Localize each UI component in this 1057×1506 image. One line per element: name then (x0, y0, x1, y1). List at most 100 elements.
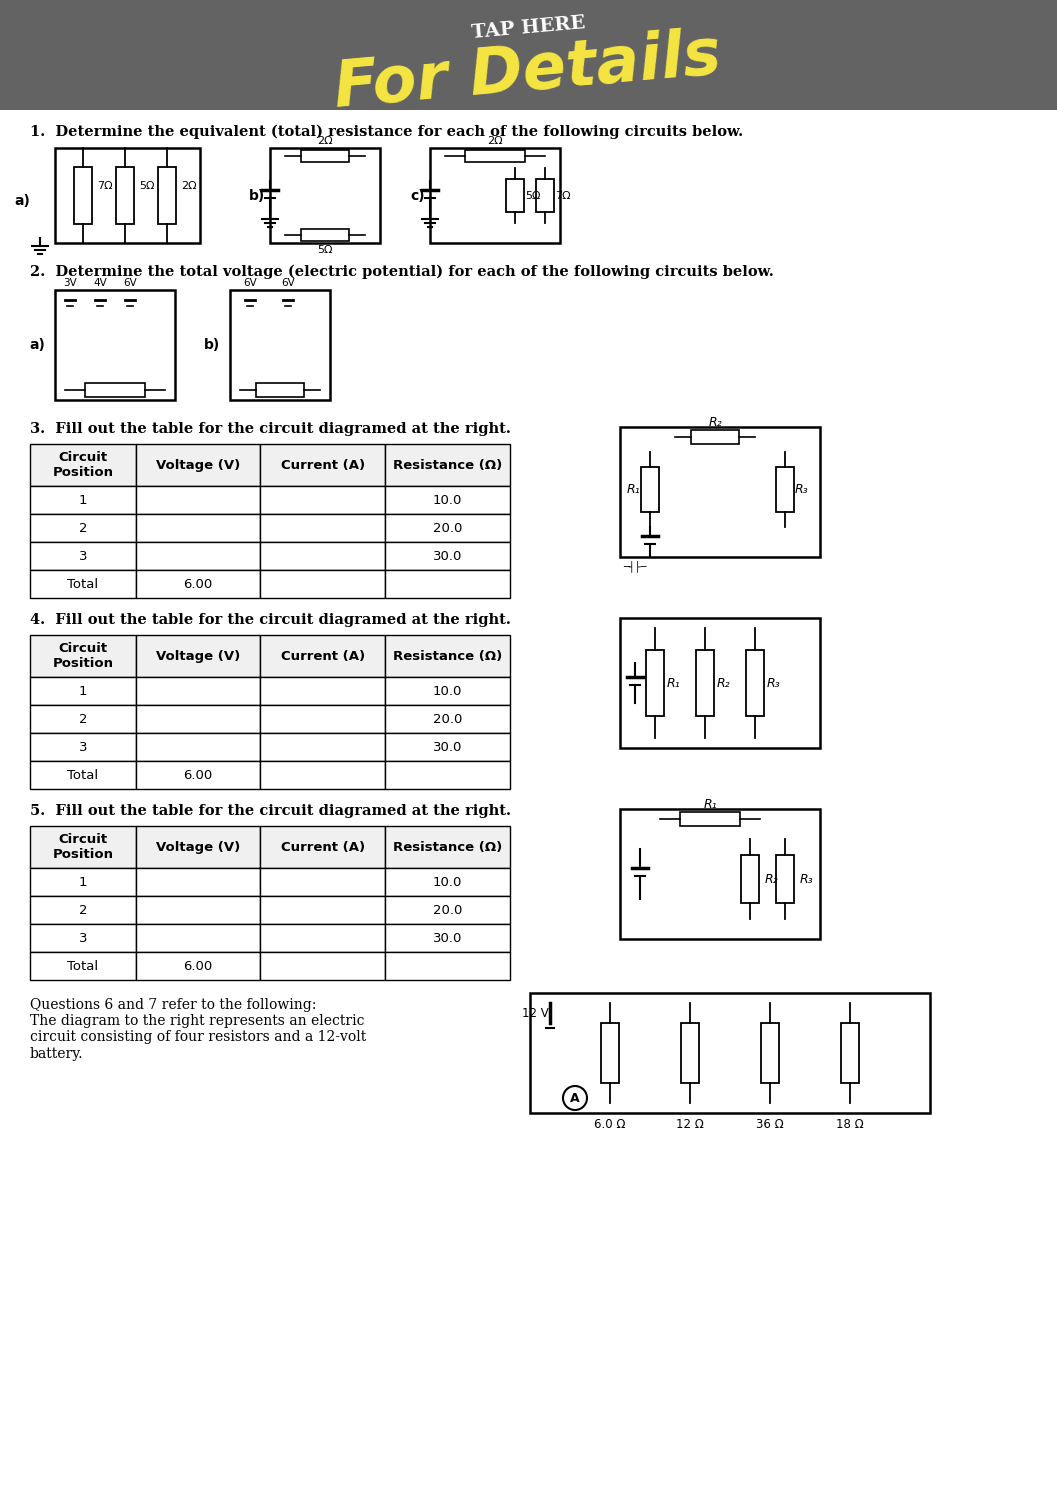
Text: 10.0: 10.0 (433, 875, 462, 889)
Bar (30, 761, 135, 789)
Bar (385, 952, 509, 980)
Bar (74, 167, 92, 224)
Bar (260, 486, 385, 514)
Text: 5Ω: 5Ω (525, 191, 540, 200)
Text: R₃: R₃ (800, 872, 814, 886)
Text: 2Ω: 2Ω (487, 136, 503, 146)
Text: 1.  Determine the equivalent (total) resistance for each of the following circui: 1. Determine the equivalent (total) resi… (30, 125, 743, 140)
Bar (30, 825, 135, 867)
Text: 2.  Determine the total voltage (electric potential) for each of the following c: 2. Determine the total voltage (electric… (30, 265, 774, 280)
Text: 6.00: 6.00 (183, 959, 212, 973)
Text: R₃: R₃ (767, 676, 781, 690)
Text: 4.  Fill out the table for the circuit diagramed at the right.: 4. Fill out the table for the circuit di… (30, 613, 511, 626)
Bar (260, 705, 385, 733)
Bar (385, 761, 509, 789)
Text: b): b) (204, 337, 220, 352)
Text: 3: 3 (78, 741, 87, 753)
Bar (260, 733, 385, 761)
Text: 36 Ω: 36 Ω (756, 1117, 784, 1131)
Bar (385, 896, 509, 925)
Bar (776, 467, 794, 512)
Bar (30, 896, 135, 925)
Bar (841, 1023, 859, 1083)
Bar (301, 151, 349, 163)
Text: 7Ω: 7Ω (555, 191, 571, 200)
Bar (135, 896, 260, 925)
Text: 3: 3 (78, 932, 87, 944)
Bar (696, 651, 713, 715)
Bar (85, 383, 145, 398)
Text: 2: 2 (78, 712, 87, 726)
Bar (260, 569, 385, 598)
Bar (135, 486, 260, 514)
Text: Total: Total (68, 768, 98, 782)
Text: 20.0: 20.0 (433, 904, 462, 917)
Bar (30, 486, 135, 514)
Text: 30.0: 30.0 (433, 932, 462, 944)
Bar (135, 444, 260, 486)
Text: R₃: R₃ (795, 482, 809, 495)
Text: 6V: 6V (281, 279, 295, 288)
Bar (620, 809, 820, 940)
Bar (430, 148, 560, 242)
Text: Current (A): Current (A) (281, 458, 365, 471)
Bar (55, 148, 200, 242)
Text: R₁: R₁ (667, 676, 681, 690)
Text: R₁: R₁ (703, 798, 717, 812)
Bar (536, 179, 554, 212)
Text: 5Ω: 5Ω (140, 181, 154, 190)
Bar (681, 1023, 699, 1083)
Bar (385, 705, 509, 733)
Text: 4V: 4V (93, 279, 107, 288)
Text: Circuit
Position: Circuit Position (52, 833, 113, 861)
Text: 1: 1 (78, 875, 87, 889)
Text: R₂: R₂ (717, 676, 730, 690)
Bar (385, 569, 509, 598)
Text: ─┤├─: ─┤├─ (624, 560, 647, 572)
Bar (135, 678, 260, 705)
Text: 6.0 Ω: 6.0 Ω (594, 1117, 626, 1131)
Bar (30, 925, 135, 952)
Text: 2: 2 (78, 521, 87, 535)
Text: Total: Total (68, 959, 98, 973)
Text: 10.0: 10.0 (433, 494, 462, 506)
Bar (260, 925, 385, 952)
Text: c): c) (410, 188, 425, 202)
Bar (776, 855, 794, 904)
Text: 10.0: 10.0 (433, 685, 462, 697)
Text: R₂: R₂ (765, 872, 779, 886)
Text: 30.0: 30.0 (433, 550, 462, 563)
Bar (135, 761, 260, 789)
Text: Total: Total (68, 577, 98, 590)
Text: 12 V: 12 V (521, 1006, 549, 1020)
Text: 30.0: 30.0 (433, 741, 462, 753)
Text: 3: 3 (78, 550, 87, 563)
Text: 18 Ω: 18 Ω (836, 1117, 864, 1131)
Text: Current (A): Current (A) (281, 840, 365, 854)
Text: 12 Ω: 12 Ω (676, 1117, 704, 1131)
Bar (680, 812, 740, 825)
Text: For Details: For Details (332, 24, 724, 120)
Text: Resistance (Ω): Resistance (Ω) (393, 458, 502, 471)
Bar (385, 733, 509, 761)
Text: 2: 2 (78, 904, 87, 917)
Bar (260, 896, 385, 925)
Bar (260, 952, 385, 980)
Text: Circuit
Position: Circuit Position (52, 642, 113, 670)
Bar (530, 992, 930, 1113)
Bar (691, 431, 739, 444)
Bar (157, 167, 177, 224)
Text: Current (A): Current (A) (281, 649, 365, 663)
Bar (301, 229, 349, 241)
Bar (30, 636, 135, 678)
Bar (385, 486, 509, 514)
Bar (641, 467, 659, 512)
Bar (385, 825, 509, 867)
Text: 6.00: 6.00 (183, 577, 212, 590)
Text: 7Ω: 7Ω (97, 181, 113, 190)
Bar (385, 542, 509, 569)
Bar (385, 925, 509, 952)
Bar (30, 542, 135, 569)
Text: 6.00: 6.00 (183, 768, 212, 782)
Text: A: A (570, 1092, 580, 1104)
